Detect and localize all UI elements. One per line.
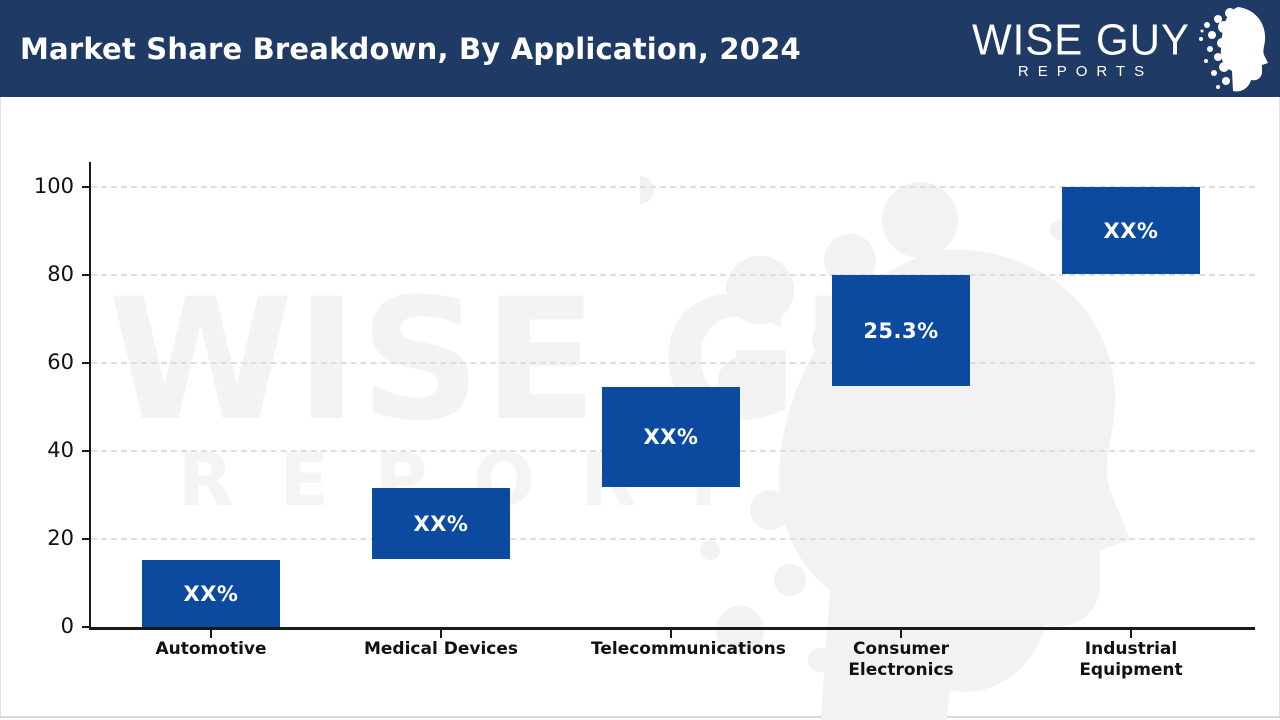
y-tick-label: 40 — [47, 438, 74, 462]
bar: 25.3% — [832, 275, 970, 387]
logo-subtext: REPORTS — [1017, 62, 1154, 80]
bar: XX% — [372, 487, 510, 560]
x-tick-mark — [670, 630, 672, 638]
page-title: Market Share Breakdown, By Application, … — [20, 31, 801, 66]
brand-logo: WISE GUY REPORTS — [972, 5, 1280, 93]
x-tick-mark — [210, 630, 212, 638]
y-tick-mark — [82, 186, 90, 188]
x-tick-label: Medical Devices — [363, 639, 518, 659]
brand-logo-text: WISE GUY REPORTS — [971, 14, 1190, 80]
x-tick-mark — [1130, 630, 1132, 638]
x-tick-label: Consumer Electronics — [848, 639, 954, 680]
bar-value-label: XX% — [413, 511, 469, 536]
bar-value-label: XX% — [1103, 218, 1159, 243]
x-tick-mark — [900, 630, 902, 638]
footer-rule — [0, 716, 1280, 718]
y-axis-spine — [89, 162, 91, 629]
bar-value-label: 25.3% — [863, 318, 939, 343]
x-axis-spine — [89, 627, 1255, 630]
x-tick-label: Industrial Equipment — [1079, 639, 1183, 680]
y-tick-mark — [82, 626, 90, 628]
bar-value-label: XX% — [183, 581, 239, 606]
y-tick-label: 20 — [47, 526, 74, 550]
x-tick-label: Telecommunications — [591, 639, 786, 659]
gridline — [91, 538, 1255, 540]
gridline — [91, 186, 1255, 188]
bar: XX% — [602, 386, 740, 488]
y-tick-mark — [82, 274, 90, 276]
logo-wordmark: WISE GUY — [971, 14, 1190, 64]
y-tick-label: 80 — [47, 262, 74, 286]
y-tick-mark — [82, 450, 90, 452]
bar: XX% — [142, 560, 280, 627]
logo-head-icon — [1199, 6, 1268, 91]
x-tick-mark — [440, 630, 442, 638]
x-tick-label: Automotive — [155, 639, 267, 659]
bar-value-label: XX% — [643, 424, 699, 449]
gridline — [91, 274, 1255, 276]
bar: XX% — [1062, 187, 1200, 275]
header: Market Share Breakdown, By Application, … — [0, 0, 1280, 97]
y-tick-label: 100 — [33, 174, 74, 198]
gridline — [91, 362, 1255, 364]
y-tick-mark — [82, 538, 90, 540]
y-tick-mark — [82, 362, 90, 364]
y-tick-label: 0 — [60, 614, 74, 638]
y-tick-label: 60 — [47, 350, 74, 374]
